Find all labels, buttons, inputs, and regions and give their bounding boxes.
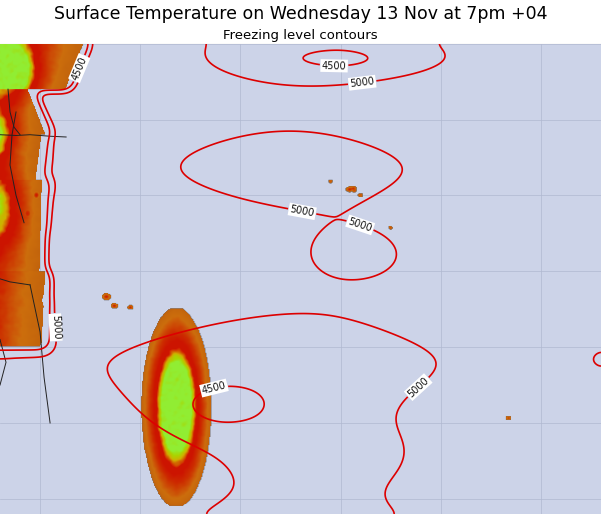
Text: 4500: 4500 [70, 55, 88, 82]
Text: 5000: 5000 [347, 216, 373, 233]
Text: 5000: 5000 [349, 76, 375, 89]
Text: 5000: 5000 [50, 315, 61, 340]
Text: Surface Temperature on Wednesday 13 Nov at 7pm +04: Surface Temperature on Wednesday 13 Nov … [53, 5, 548, 23]
Text: 5000: 5000 [406, 375, 431, 399]
Text: 4500: 4500 [322, 61, 347, 71]
Text: 5000: 5000 [289, 204, 316, 218]
Text: 4500: 4500 [201, 380, 227, 396]
Text: Freezing level contours: Freezing level contours [223, 29, 378, 42]
